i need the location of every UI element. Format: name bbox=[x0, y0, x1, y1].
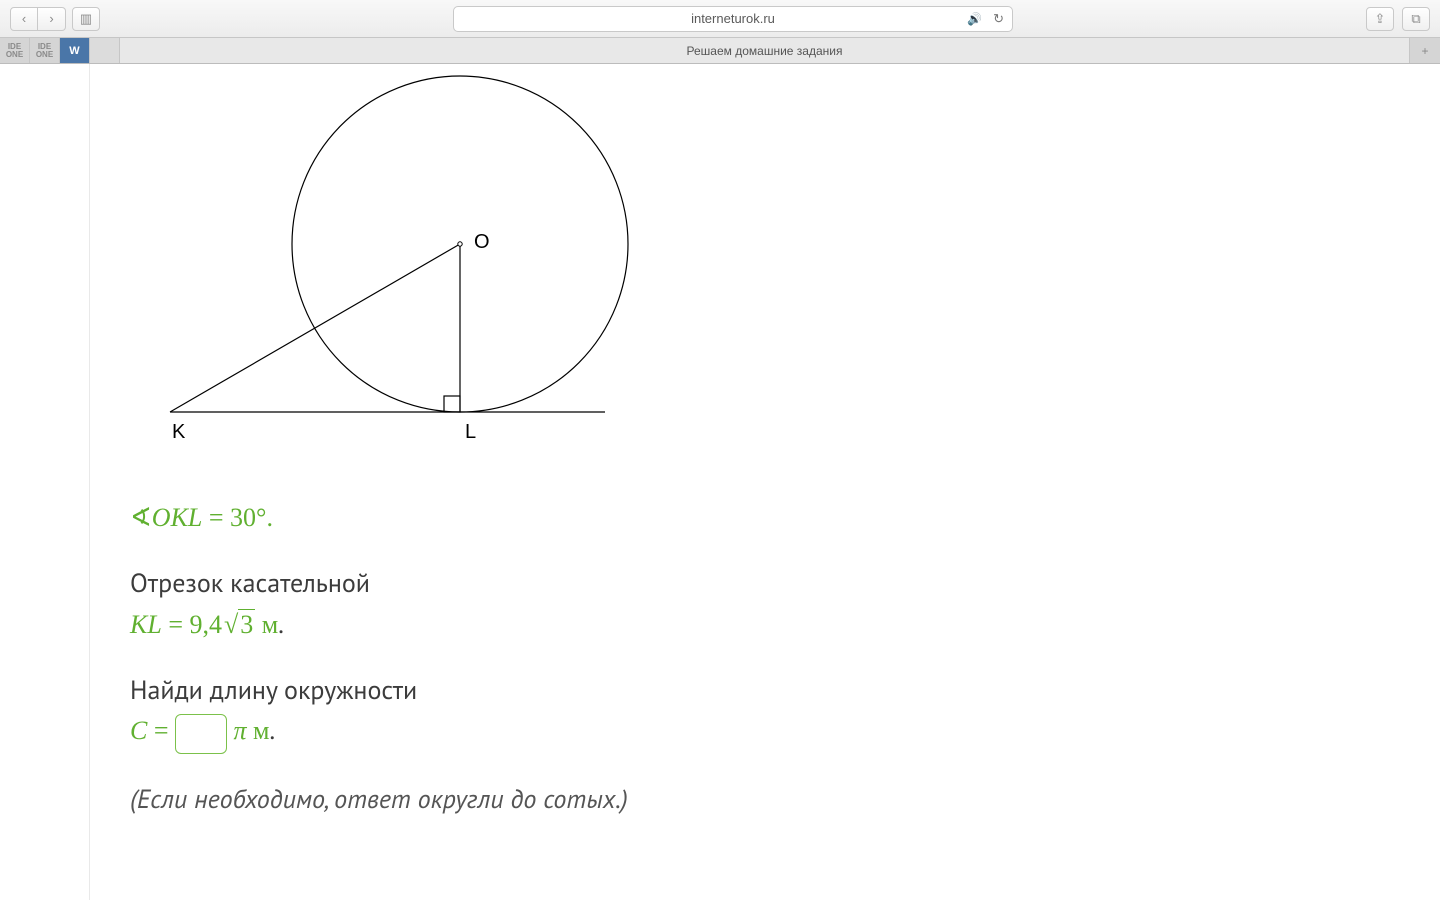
browser-toolbar: ‹ › ▥ interneturok.ru 🔊 ↻ ⇪ ⧉ bbox=[0, 0, 1440, 38]
address-bar[interactable]: interneturok.ru 🔊 ↻ bbox=[453, 6, 1013, 32]
find-label: Найди длину окружности bbox=[130, 674, 417, 707]
chevron-right-icon: › bbox=[49, 11, 53, 26]
plus-icon: + bbox=[1421, 44, 1428, 58]
answer-input[interactable] bbox=[175, 714, 227, 754]
tab-active[interactable]: Решаем домашние задания bbox=[120, 38, 1410, 63]
tab-strip: IDE ONE IDE ONE W Решаем домашние задани… bbox=[0, 38, 1440, 64]
favorite-ideone-1[interactable]: IDE ONE bbox=[0, 38, 30, 63]
c-var: C bbox=[130, 716, 147, 745]
kl-coef: 9,4 bbox=[189, 610, 222, 639]
sidebar-icon: ▥ bbox=[80, 11, 92, 27]
angle-value: 30° bbox=[230, 503, 266, 532]
page-content: OKL ∢OKL = 30°. Отрезок касательной KL =… bbox=[90, 64, 1440, 900]
address-text: interneturok.ru bbox=[691, 11, 775, 26]
sound-icon[interactable]: 🔊 bbox=[967, 12, 982, 26]
page-viewport: OKL ∢OKL = 30°. Отрезок касательной KL =… bbox=[0, 64, 1440, 900]
c-suffix: . bbox=[270, 714, 276, 747]
svg-text:O: O bbox=[474, 231, 490, 253]
back-button[interactable]: ‹ bbox=[10, 7, 38, 31]
kl-suffix: . bbox=[278, 608, 284, 641]
chevron-left-icon: ‹ bbox=[22, 11, 26, 26]
left-gutter bbox=[0, 64, 90, 900]
c-unit: м bbox=[247, 716, 270, 745]
share-button[interactable]: ⇪ bbox=[1366, 7, 1394, 31]
reload-icon[interactable]: ↻ bbox=[993, 11, 1004, 27]
angle-symbol: ∢ bbox=[130, 503, 152, 532]
tab-title: Решаем домашние задания bbox=[687, 44, 843, 58]
tabs-button[interactable]: ⧉ bbox=[1402, 7, 1430, 31]
angle-eq: = bbox=[202, 503, 230, 532]
segment-label: Отрезок касательной bbox=[130, 567, 370, 600]
favorite-vk[interactable]: W bbox=[60, 38, 90, 63]
angle-statement: ∢OKL = 30°. bbox=[130, 498, 1410, 538]
share-icon: ⇪ bbox=[1375, 11, 1386, 27]
sidebar-button[interactable]: ▥ bbox=[72, 7, 100, 31]
svg-text:L: L bbox=[465, 421, 476, 443]
segment-block: Отрезок касательной KL = 9,4√3 м. bbox=[130, 564, 1410, 645]
vk-icon: W bbox=[69, 45, 79, 57]
favorite-ideone-2[interactable]: IDE ONE bbox=[30, 38, 60, 63]
kl-var: KL bbox=[130, 610, 162, 639]
find-block: Найди длину окружности C = π м. bbox=[130, 671, 1410, 754]
rounding-note: (Если необходимо, ответ округли до сотых… bbox=[130, 780, 1410, 820]
angle-var: OKL bbox=[152, 503, 203, 532]
nav-group: ‹ › bbox=[10, 7, 66, 31]
kl-unit: м bbox=[255, 610, 278, 639]
kl-eq: = bbox=[162, 610, 190, 639]
new-tab-button[interactable]: + bbox=[1410, 38, 1440, 63]
sqrt-icon: √3 bbox=[222, 605, 255, 645]
angle-suffix: . bbox=[266, 503, 273, 532]
geometry-diagram: O K L bbox=[130, 68, 650, 448]
favorite-empty[interactable] bbox=[90, 38, 120, 63]
pi-symbol: π bbox=[234, 716, 247, 745]
tabs-icon: ⧉ bbox=[1411, 11, 1420, 27]
c-eq: = bbox=[147, 716, 175, 745]
svg-text:K: K bbox=[172, 421, 186, 443]
forward-button[interactable]: › bbox=[38, 7, 66, 31]
kl-radicand: 3 bbox=[238, 609, 255, 639]
